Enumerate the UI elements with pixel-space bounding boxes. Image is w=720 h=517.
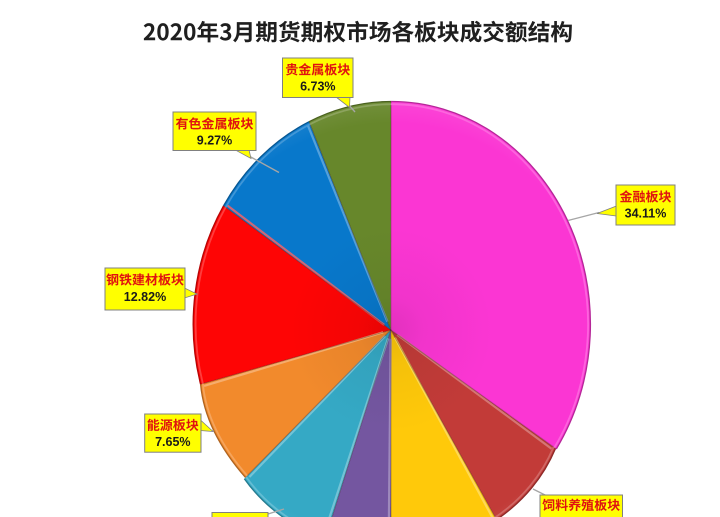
svg-text:12.82%: 12.82% — [124, 290, 166, 304]
svg-text:6.73%: 6.73% — [300, 79, 335, 93]
svg-text:9.27%: 9.27% — [197, 134, 232, 148]
svg-text:34.11%: 34.11% — [625, 207, 667, 221]
svg-text:7.65%: 7.65% — [155, 435, 190, 449]
